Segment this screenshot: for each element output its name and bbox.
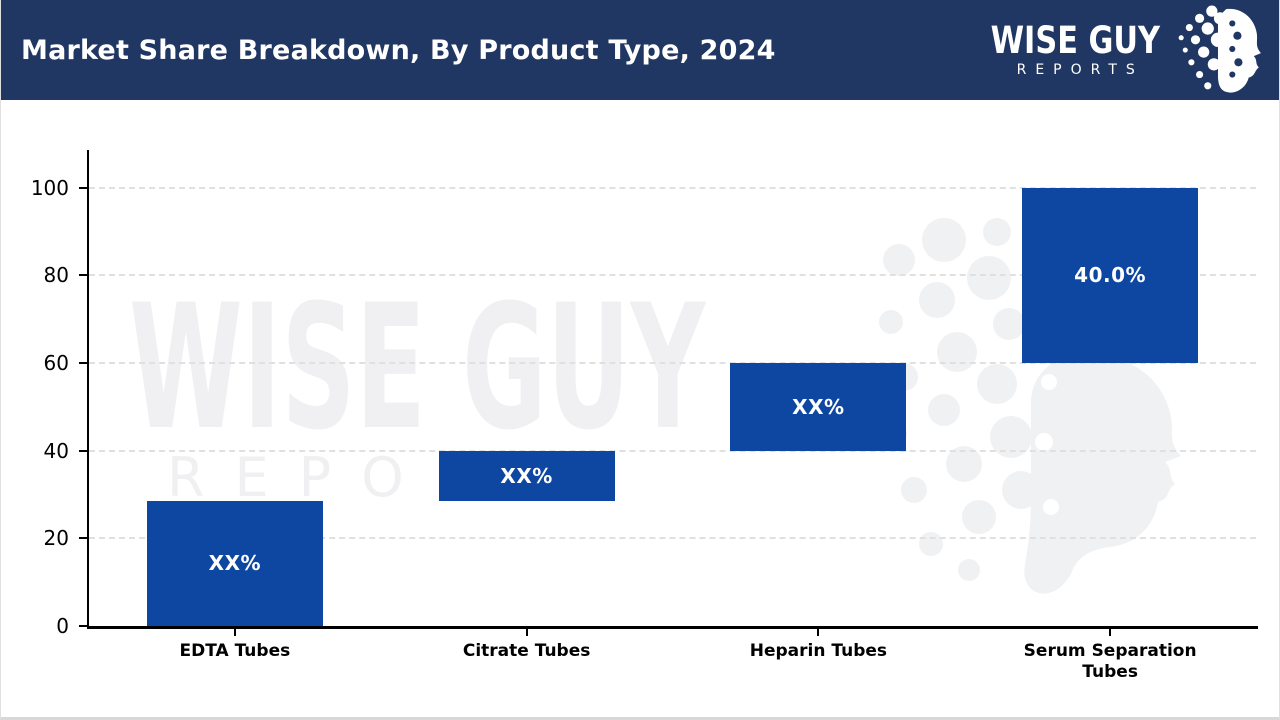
bar-segment: XX% [730,362,907,451]
brand-subtitle: REPORTS [1016,62,1144,78]
x-category-label: Citrate Tubes [462,641,591,661]
bar-segment: 40.0% [1022,187,1199,363]
x-tick-mark [525,629,528,636]
gridline [89,274,1256,277]
x-axis-spine [87,626,1258,629]
brand-logo-text: WISE GUY REPORTS [972,22,1179,78]
x-category-label: EDTA Tubes [179,641,291,661]
x-category-label: Serum Separation Tubes [1023,641,1197,683]
face-profile-icon [1178,5,1261,93]
y-tick-label: 0 [56,614,69,638]
bar-value-label: XX% [792,394,845,419]
bar-segment: XX% [438,450,615,501]
gridline [89,361,1256,364]
y-tick-label: 20 [43,526,69,551]
brand-logo: WISE GUY REPORTS [972,5,1265,95]
x-category-label: Heparin Tubes [749,641,888,661]
y-tick-mark [79,361,87,364]
brand-name: WISE GUY [990,19,1161,62]
gridline [89,449,1256,452]
y-tick-label: 40 [43,438,69,463]
y-axis-spine [87,150,89,627]
x-tick-mark [817,629,820,636]
y-tick-label: 80 [43,263,69,288]
bar-segment: XX% [146,500,323,626]
y-tick-mark [79,186,87,189]
bar-value-label: 40.0% [1074,263,1147,288]
bar-value-label: XX% [500,463,553,488]
y-tick-mark [79,537,87,540]
header-bar: Market Share Breakdown, By Product Type,… [1,0,1279,100]
bar-value-label: XX% [208,551,262,576]
x-tick-mark [1109,629,1112,636]
y-tick-label: 100 [30,175,69,200]
gridline [89,537,1256,540]
gridline [89,186,1256,189]
y-tick-mark [79,625,87,627]
y-tick-mark [79,449,87,452]
x-tick-mark [233,629,236,636]
y-tick-label: 60 [43,350,69,375]
y-tick-mark [79,274,87,277]
page-title: Market Share Breakdown, By Product Type,… [21,34,776,66]
